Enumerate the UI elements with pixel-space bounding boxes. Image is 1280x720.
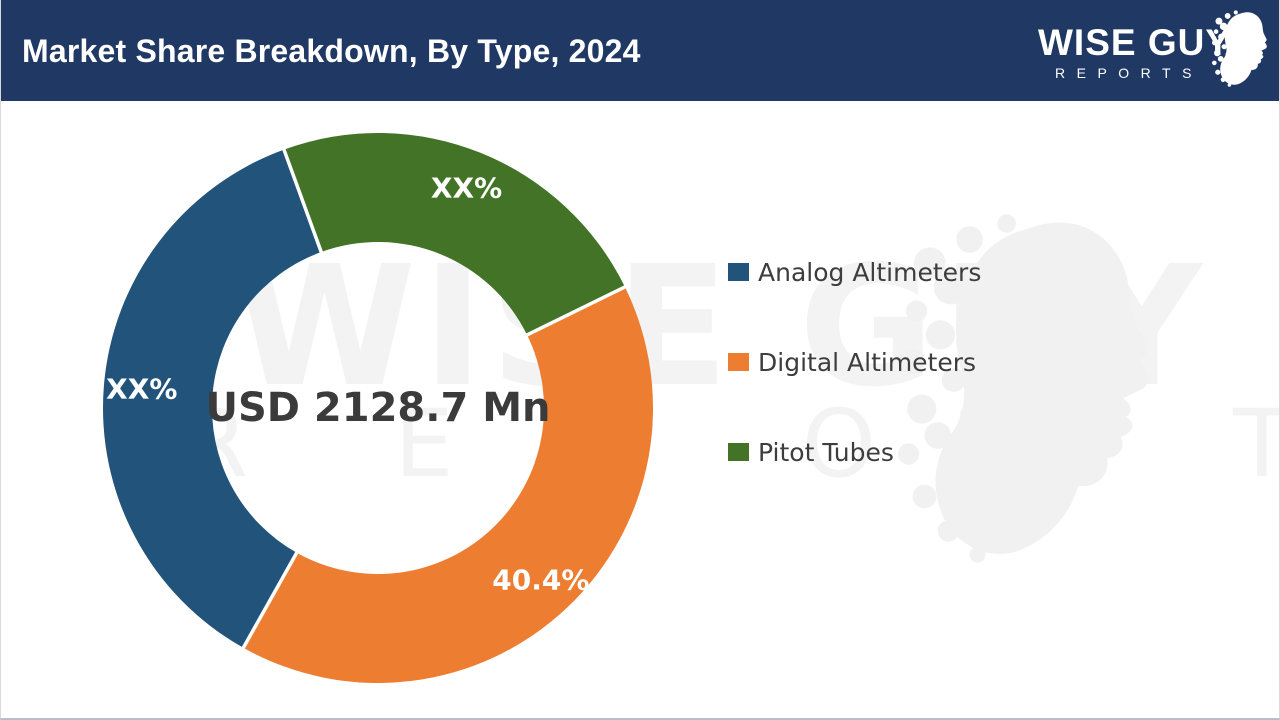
legend-swatch-icon xyxy=(728,353,749,371)
legend-item-analog-altimeters: Analog Altimeters xyxy=(728,257,981,287)
legend-item-digital-altimeters: Digital Altimeters xyxy=(728,347,981,377)
segment-divider xyxy=(240,550,300,651)
segment-value-label-pitot-tubes: XX% xyxy=(430,171,503,205)
page-title: Market Share Breakdown, By Type, 2024 xyxy=(22,33,641,69)
legend-label: Pitot Tubes xyxy=(758,437,894,467)
legend-label: Digital Altimeters xyxy=(758,347,977,377)
donut-center-value: USD 2128.7 Mn xyxy=(205,385,551,431)
brand-wordmark: WISE GUY xyxy=(1038,22,1232,63)
dotted-face-profile-icon xyxy=(1212,8,1270,90)
brand-logo: WISE GUY REPORTS xyxy=(1038,4,1274,98)
header-bar: Market Share Breakdown, By Type, 2024 WI… xyxy=(0,0,1280,101)
legend-label: Analog Altimeters xyxy=(758,257,982,287)
legend-swatch-icon xyxy=(728,263,749,281)
segment-value-label-digital-altimeters: 40.4% xyxy=(492,563,590,597)
brand-subtext: REPORTS xyxy=(1055,65,1203,81)
legend-swatch-icon xyxy=(728,443,749,461)
segment-value-label-analog-altimeters: XX% xyxy=(106,372,178,406)
chart-legend: Analog Altimeters Digital Altimeters Pitot… xyxy=(728,257,981,527)
legend-item-pitot-tubes: Pitot Tubes xyxy=(728,437,981,467)
